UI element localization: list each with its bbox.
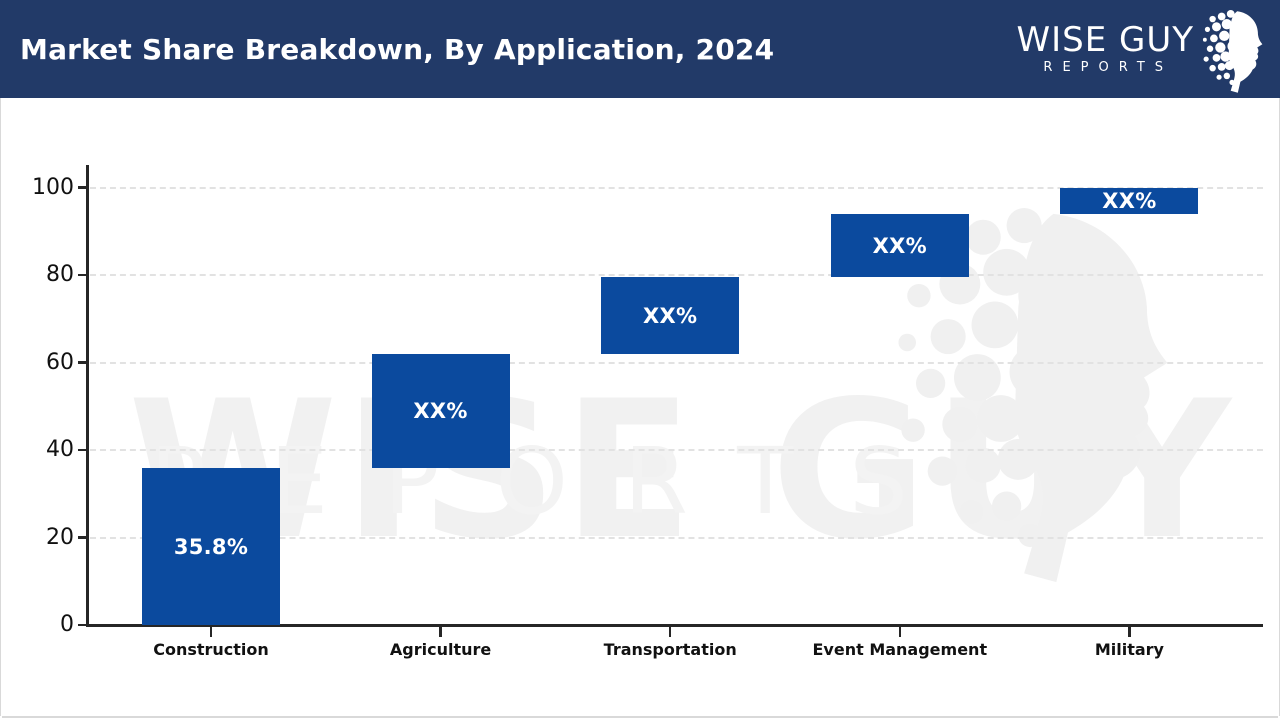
- category-label-agriculture: Agriculture: [389, 640, 492, 659]
- gridline: [90, 449, 1263, 451]
- category-label-event-management: Event Management: [812, 640, 988, 659]
- x-tick-mark: [439, 627, 442, 637]
- bar-value-label: XX%: [413, 399, 468, 424]
- bar-value-label: XX%: [1102, 188, 1157, 213]
- y-tick-mark: [78, 536, 88, 539]
- bottom-divider: [2, 716, 1278, 718]
- chart-title: Market Share Breakdown, By Application, …: [20, 32, 775, 66]
- category-label-military: Military: [1094, 640, 1164, 659]
- bar-event-management: XX%: [830, 214, 969, 278]
- gridline: [90, 186, 1263, 189]
- x-axis: [86, 624, 1263, 627]
- y-tick-mark: [78, 448, 88, 452]
- logo-text: WISE GUY REPORTS: [1016, 22, 1194, 75]
- x-tick-mark: [1128, 627, 1131, 637]
- header-bar: Market Share Breakdown, By Application, …: [0, 0, 1280, 98]
- y-tick-mark: [78, 186, 88, 189]
- y-tick-mark: [78, 273, 88, 277]
- x-tick-mark: [668, 627, 672, 637]
- gridline: [90, 536, 1263, 539]
- bar-military: XX%: [1060, 187, 1199, 215]
- y-tick-label: 60: [46, 349, 74, 375]
- category-label-construction: Construction: [153, 640, 269, 659]
- gridline: [90, 361, 1263, 364]
- y-tick-label: 100: [32, 174, 74, 200]
- y-tick-label: 80: [46, 262, 74, 287]
- bar-value-label: XX%: [643, 303, 698, 328]
- category-label-transportation: Transportation: [603, 640, 737, 659]
- x-tick-mark: [209, 627, 213, 637]
- logo-wordmark: WISE GUY: [1016, 20, 1194, 60]
- x-tick-mark: [898, 627, 902, 637]
- wiseguy-logo: WISE GUY REPORTS: [1016, 6, 1266, 94]
- bar-value-label: 35.8%: [173, 534, 249, 559]
- logo-subtext: REPORTS: [1043, 60, 1174, 75]
- gridline: [90, 274, 1263, 276]
- y-tick-label: 20: [46, 524, 74, 550]
- y-tick-mark: [78, 623, 88, 627]
- bar-value-label: XX%: [872, 233, 927, 258]
- y-tick-label: 40: [46, 437, 74, 462]
- y-tick-mark: [78, 361, 88, 364]
- bar-construction: 35.8%: [142, 468, 280, 625]
- bar-agriculture: XX%: [371, 354, 510, 469]
- watermark: WISE GUY REPORTS: [0, 98, 1280, 716]
- wiseguy-face-icon: [1198, 10, 1266, 94]
- y-axis: [86, 165, 89, 627]
- y-tick-label: 0: [60, 612, 74, 637]
- bar-transportation: XX%: [601, 277, 740, 355]
